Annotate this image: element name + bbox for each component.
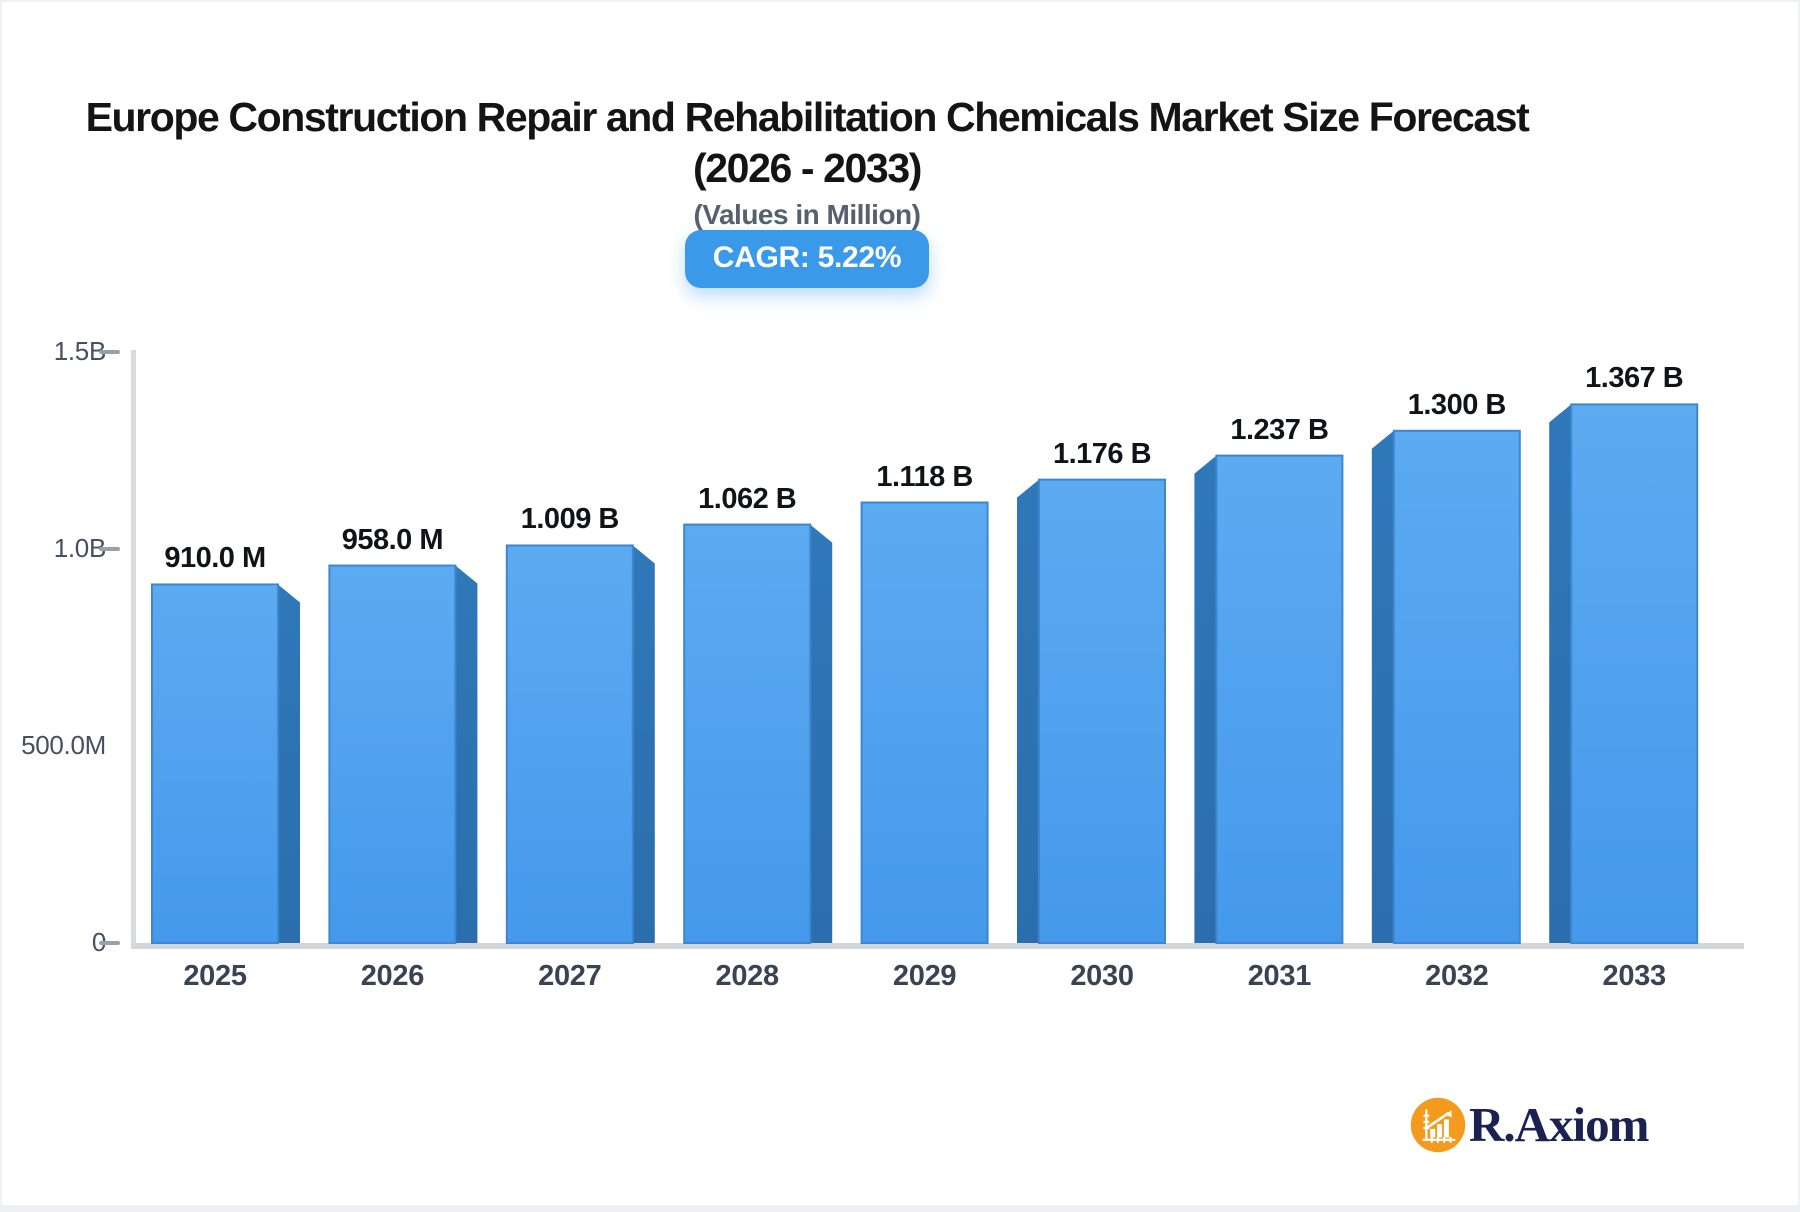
y-axis-label-0: 0 [2,927,106,958]
x-axis-label-2031: 2031 [1247,960,1312,992]
bar-2025[interactable] [151,583,279,945]
x-axis-label-2032: 2032 [1425,960,1489,992]
y-axis-tick-dash [99,350,120,354]
bar-value-label-2032: 1.300 B [1407,388,1507,421]
bar-value-label-2027: 1.009 B [520,503,620,536]
bar-side-2031 [1194,455,1217,943]
y-axis-tick-dash [99,941,120,945]
bar-2029[interactable] [860,501,989,944]
bar-side-2027 [632,545,655,943]
brand-watermark: R.Axiom [1410,1096,1649,1153]
brand-name: R.Axiom [1469,1097,1649,1152]
bar-value-label-2029: 1.118 B [876,460,973,493]
bar-side-2032 [1371,430,1394,943]
bar-2027[interactable] [505,544,634,944]
bar-side-2030 [1017,479,1039,943]
y-axis-label-1.5B: 1.5B [53,336,107,366]
bar-side-2025 [278,584,300,943]
bar-value-label-2031: 1.237 B [1230,413,1329,446]
chart-title-line1: Europe Construction Repair and Rehabilit… [85,94,1530,140]
bar-value-label-2030: 1.176 B [1052,437,1152,470]
bar-2033[interactable] [1570,403,1699,945]
bar-value-label-2033: 1.367 B [1585,362,1684,395]
chart-subtitle: (Values in Million) [693,199,921,230]
bar-value-label-2025: 910.0 M [164,542,266,575]
bar-2032[interactable] [1392,429,1521,944]
cagr-badge: CAGR: 5.22% [684,230,930,288]
x-axis-label-2026: 2026 [360,960,425,992]
x-axis-label-2033: 2033 [1602,960,1667,992]
bar-side-2026 [455,565,478,943]
bar-value-label-2028: 1.062 B [698,482,797,515]
bar-2026[interactable] [328,564,457,944]
cagr-badge-wrap: CAGR: 5.22% [2,230,1612,288]
bar-2028[interactable] [683,523,812,945]
x-axis-label-2030: 2030 [1070,960,1134,992]
x-axis-label-2029: 2029 [892,960,957,992]
y-axis-label-1.0B: 1.0B [53,533,107,563]
x-axis-label-2025: 2025 [183,960,247,992]
bar-2030[interactable] [1038,478,1166,944]
growth-chart-icon [1410,1097,1466,1152]
x-axis-label-2028: 2028 [715,960,780,992]
bar-2031[interactable] [1215,454,1344,944]
bar-side-2033 [1549,404,1572,944]
bar-value-label-2026: 958.0 M [341,523,444,556]
y-axis-label-500.0M: 500.0M [21,730,106,760]
x-axis-label-2027: 2027 [538,960,602,992]
x-axis-baseline [131,943,1744,949]
y-axis-tick-dash [99,547,120,551]
y-axis-line [131,350,136,949]
chart-title-line2: (2026 - 2033) [693,145,922,191]
bar-side-2028 [810,524,833,943]
